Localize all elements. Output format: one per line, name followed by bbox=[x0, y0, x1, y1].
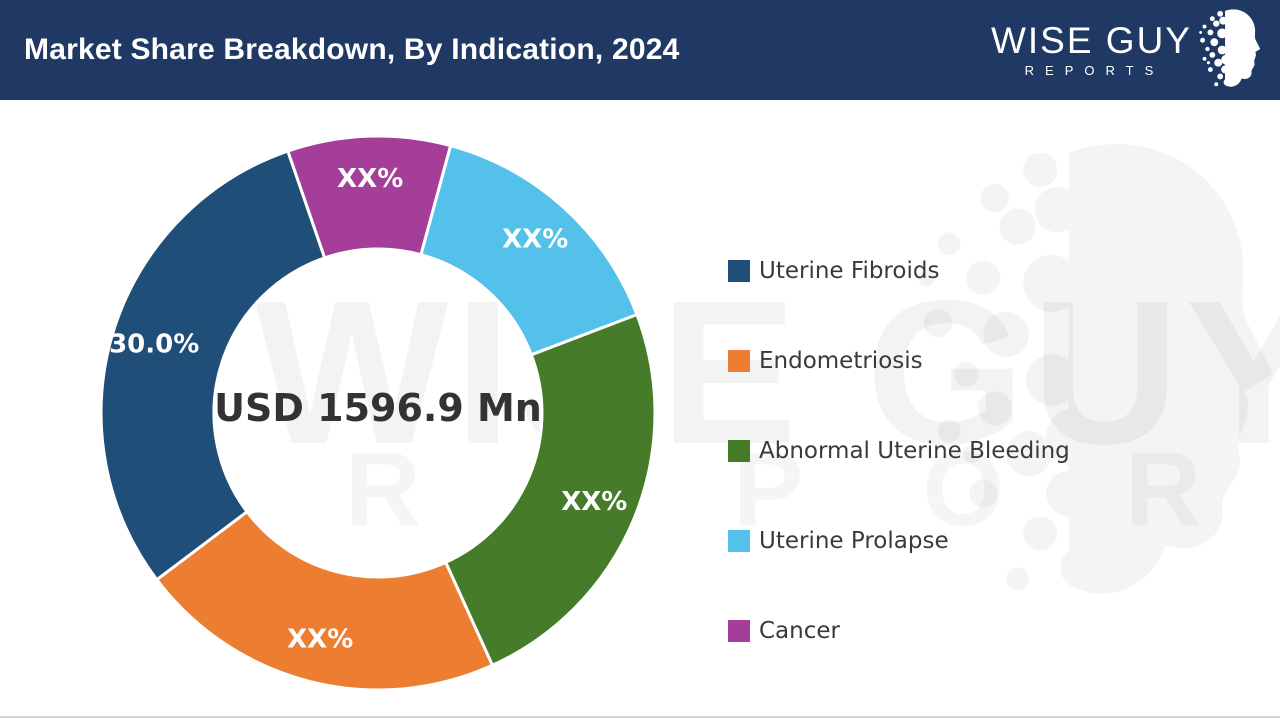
slice-label-endometriosis: XX% bbox=[287, 625, 353, 655]
slice-label-uterine-prolapse: XX% bbox=[502, 225, 568, 255]
legend-swatch-cancer bbox=[728, 620, 750, 642]
page-title: Market Share Breakdown, By Indication, 2… bbox=[24, 33, 680, 66]
legend-item-cancer: Cancer bbox=[728, 618, 1070, 644]
legend-item-uterine-fibroids: Uterine Fibroids bbox=[728, 258, 1070, 284]
legend-item-endometriosis: Endometriosis bbox=[728, 348, 1070, 374]
legend-swatch-abnormal-uterine-bleeding bbox=[728, 440, 750, 462]
legend-label: Abnormal Uterine Bleeding bbox=[759, 438, 1070, 464]
legend-label: Endometriosis bbox=[759, 348, 923, 374]
legend-swatch-uterine-fibroids bbox=[728, 260, 750, 282]
legend-item-uterine-prolapse: Uterine Prolapse bbox=[728, 528, 1070, 554]
legend-label: Uterine Fibroids bbox=[759, 258, 940, 284]
legend-label: Uterine Prolapse bbox=[759, 528, 949, 554]
logo-subtitle: REPORTS bbox=[1024, 63, 1165, 78]
legend-swatch-endometriosis bbox=[728, 350, 750, 372]
donut-chart: XX% XX% XX% XX% 30.0% bbox=[99, 134, 657, 692]
slice-label-abnormal-uterine-bleeding: XX% bbox=[561, 487, 627, 517]
logo-wordmark: WISE GUY bbox=[990, 20, 1192, 61]
logo-face-icon bbox=[1199, 9, 1261, 87]
slice-label-uterine-fibroids: 30.0% bbox=[109, 330, 199, 360]
logo-text: WISE GUY REPORTS bbox=[991, 22, 1192, 78]
wiseguy-logo: WISE GUY REPORTS bbox=[991, 7, 1266, 93]
chart-legend: Uterine Fibroids Endometriosis Abnormal … bbox=[728, 258, 1070, 644]
legend-item-abnormal-uterine-bleeding: Abnormal Uterine Bleeding bbox=[728, 438, 1070, 464]
legend-swatch-uterine-prolapse bbox=[728, 530, 750, 552]
donut-slice-abnormal-uterine-bleeding bbox=[443, 312, 657, 668]
donut-slice-endometriosis bbox=[154, 509, 495, 692]
chart-center-value: USD 1596.9 Mn bbox=[214, 386, 542, 430]
bottom-divider bbox=[0, 716, 1280, 718]
header-bar: Market Share Breakdown, By Indication, 2… bbox=[0, 0, 1280, 100]
slice-label-cancer: XX% bbox=[337, 164, 403, 194]
donut-slice-uterine-fibroids bbox=[99, 149, 327, 582]
legend-label: Cancer bbox=[759, 618, 840, 644]
